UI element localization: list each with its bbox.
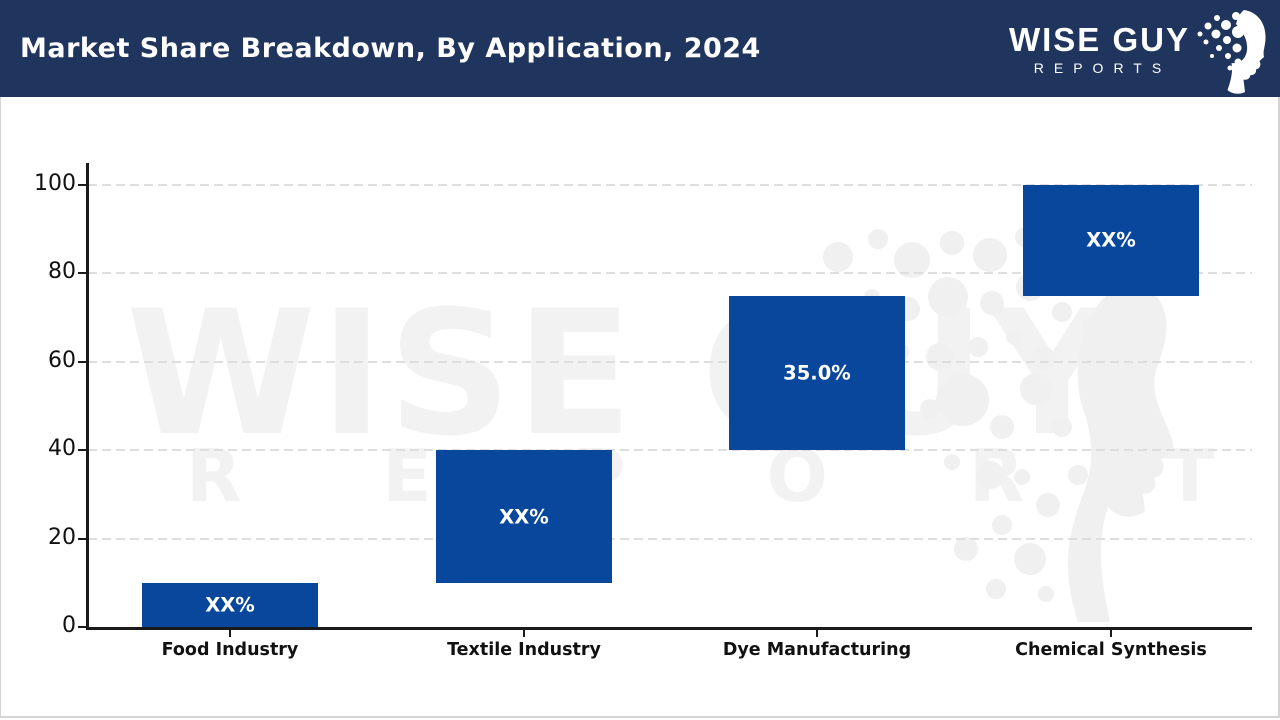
x-tick-mark-dye-manufacturing	[816, 630, 818, 637]
y-tick-mark-40	[78, 449, 87, 452]
x-axis-spine	[86, 627, 1252, 630]
y-tick-mark-80	[78, 272, 87, 275]
x-category-label-chemical-synthesis: Chemical Synthesis	[1015, 640, 1207, 660]
y-tick-label-0: 0	[62, 613, 76, 638]
y-tick-label-100: 100	[34, 171, 76, 196]
y-tick-label-80: 80	[48, 259, 76, 285]
bar-segment-chemical-synthesis	[1023, 185, 1199, 296]
y-tick-mark-60	[78, 360, 87, 363]
y-gridline-20	[88, 537, 1252, 540]
header-bar: Market Share Breakdown, By Application, …	[0, 0, 1280, 97]
brand-name: WISE GUY	[1008, 20, 1190, 58]
brand-logo: WISE GUY REPORTS	[1009, 4, 1266, 94]
y-gridline-100	[88, 184, 1252, 186]
page-right-border	[1278, 97, 1280, 717]
x-tick-mark-food-industry	[229, 630, 231, 637]
bar-value-label-food-industry: XX%	[205, 593, 255, 617]
bar-segment-textile-industry	[436, 450, 612, 583]
watermark-head-dots	[823, 227, 1174, 622]
y-gridline-40	[88, 449, 1252, 452]
y-tick-label-60: 60	[48, 347, 76, 373]
y-gridline-80	[88, 272, 1252, 275]
y-tick-label-40: 40	[48, 436, 76, 462]
y-tick-label-20: 20	[48, 524, 76, 550]
page-left-border	[0, 97, 1, 717]
brand-head-icon	[1197, 9, 1266, 94]
page-bottom-border	[0, 716, 1280, 718]
y-tick-mark-100	[78, 184, 87, 186]
bar-segment-food-industry	[142, 582, 318, 627]
x-tick-mark-chemical-synthesis	[1110, 630, 1112, 637]
chart-title: Market Share Breakdown, By Application, …	[20, 33, 761, 64]
x-category-label-food-industry: Food Industry	[161, 640, 299, 660]
x-category-label-textile-industry: Textile Industry	[447, 640, 601, 660]
x-tick-mark-textile-industry	[523, 630, 525, 637]
brand-subname: REPORTS	[1033, 59, 1172, 76]
y-axis-spine	[86, 163, 89, 630]
y-tick-mark-0	[78, 626, 87, 628]
bar-value-label-textile-industry: XX%	[499, 505, 549, 528]
y-tick-mark-20	[78, 537, 87, 540]
y-gridline-60	[88, 360, 1252, 363]
bar-value-label-dye-manufacturing: 35.0%	[783, 361, 851, 385]
x-category-label-dye-manufacturing: Dye Manufacturing	[722, 640, 912, 660]
bar-segment-dye-manufacturing	[729, 295, 905, 451]
brand-logo-text: WISE GUY REPORTS	[1009, 23, 1190, 75]
bar-value-label-chemical-synthesis: XX%	[1086, 228, 1136, 252]
